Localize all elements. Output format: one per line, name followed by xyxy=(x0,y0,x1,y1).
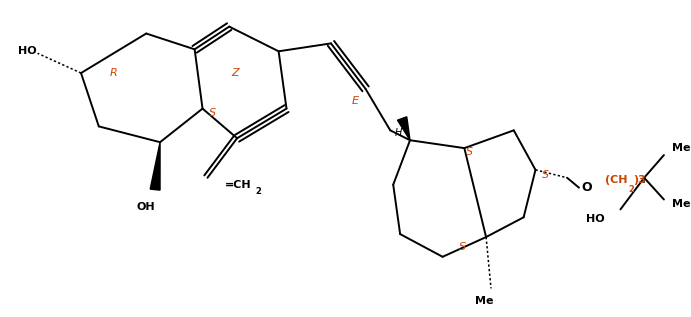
Text: HO: HO xyxy=(586,214,605,224)
Text: O: O xyxy=(582,181,592,194)
Text: S: S xyxy=(209,107,216,118)
Text: E: E xyxy=(352,96,359,106)
Text: H: H xyxy=(395,128,402,138)
Text: (CH: (CH xyxy=(605,175,627,185)
Text: )3: )3 xyxy=(633,175,646,185)
Text: S: S xyxy=(466,147,473,157)
Text: S: S xyxy=(542,170,549,180)
Text: 2: 2 xyxy=(255,187,261,196)
Text: Me: Me xyxy=(672,143,690,153)
Text: R: R xyxy=(110,68,117,78)
Text: Me: Me xyxy=(672,199,690,210)
Text: Me: Me xyxy=(475,296,493,306)
Text: OH: OH xyxy=(137,203,155,212)
Polygon shape xyxy=(150,142,160,190)
Text: HO: HO xyxy=(18,46,37,56)
Text: =CH: =CH xyxy=(225,180,252,190)
Text: S: S xyxy=(459,242,466,252)
Text: Z: Z xyxy=(231,68,239,78)
Text: 2: 2 xyxy=(628,185,634,194)
Polygon shape xyxy=(397,117,410,140)
